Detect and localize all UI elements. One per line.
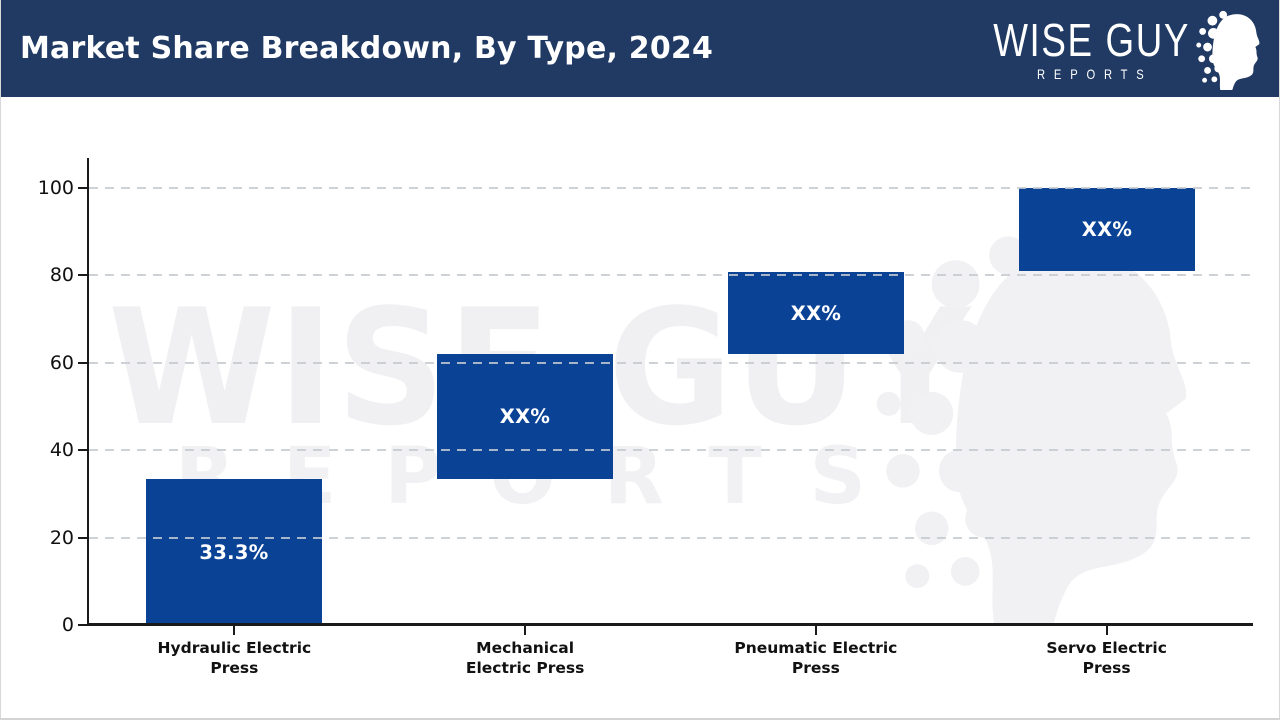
brand-text: WISE GUY REPORTS xyxy=(993,17,1190,82)
header-bar: Market Share Breakdown, By Type, 2024 WI… xyxy=(0,0,1280,97)
y-axis-line xyxy=(87,158,89,625)
y-tick-mark xyxy=(78,274,87,276)
y-tick-label: 80 xyxy=(49,264,74,286)
bar-value-label: XX% xyxy=(499,405,551,429)
x-category-label: Servo Electric Press xyxy=(1046,639,1167,677)
y-tick-label: 100 xyxy=(37,176,74,199)
y-tick-label: 60 xyxy=(49,351,74,374)
x-category-label: Hydraulic Electric Press xyxy=(157,639,312,677)
x-category-label: Mechanical Electric Press xyxy=(465,639,585,677)
brand-name: WISE GUY xyxy=(993,13,1190,66)
bar-value-label: XX% xyxy=(1081,217,1133,241)
bar-value-label: 33.3% xyxy=(199,540,269,564)
x-category-label: Pneumatic Electric Press xyxy=(734,639,898,677)
y-tick-label: 40 xyxy=(49,439,74,461)
y-tick-mark xyxy=(78,449,87,451)
x-tick-mark xyxy=(524,626,527,635)
brand-logo: WISE GUY REPORTS xyxy=(944,6,1266,92)
brand-subtitle: REPORTS xyxy=(1037,65,1153,82)
y-tick-mark xyxy=(78,624,87,626)
y-tick-mark xyxy=(78,361,87,364)
page-title: Market Share Breakdown, By Type, 2024 xyxy=(20,31,714,66)
y-tick-mark xyxy=(78,536,87,539)
bar: XX% xyxy=(1019,187,1195,272)
x-tick-mark xyxy=(814,626,817,635)
bar-value-label: XX% xyxy=(790,301,842,325)
dotted-face-profile-icon xyxy=(1196,10,1260,90)
bar: XX% xyxy=(728,272,904,354)
y-tick-label: 20 xyxy=(49,526,74,549)
bar: 33.3% xyxy=(146,479,322,625)
x-tick-mark xyxy=(1105,626,1108,635)
x-tick-mark xyxy=(233,626,236,635)
bar: XX% xyxy=(437,354,613,480)
y-tick-label: 0 xyxy=(61,614,74,636)
y-tick-mark xyxy=(78,186,87,189)
x-axis-line xyxy=(87,623,1253,626)
